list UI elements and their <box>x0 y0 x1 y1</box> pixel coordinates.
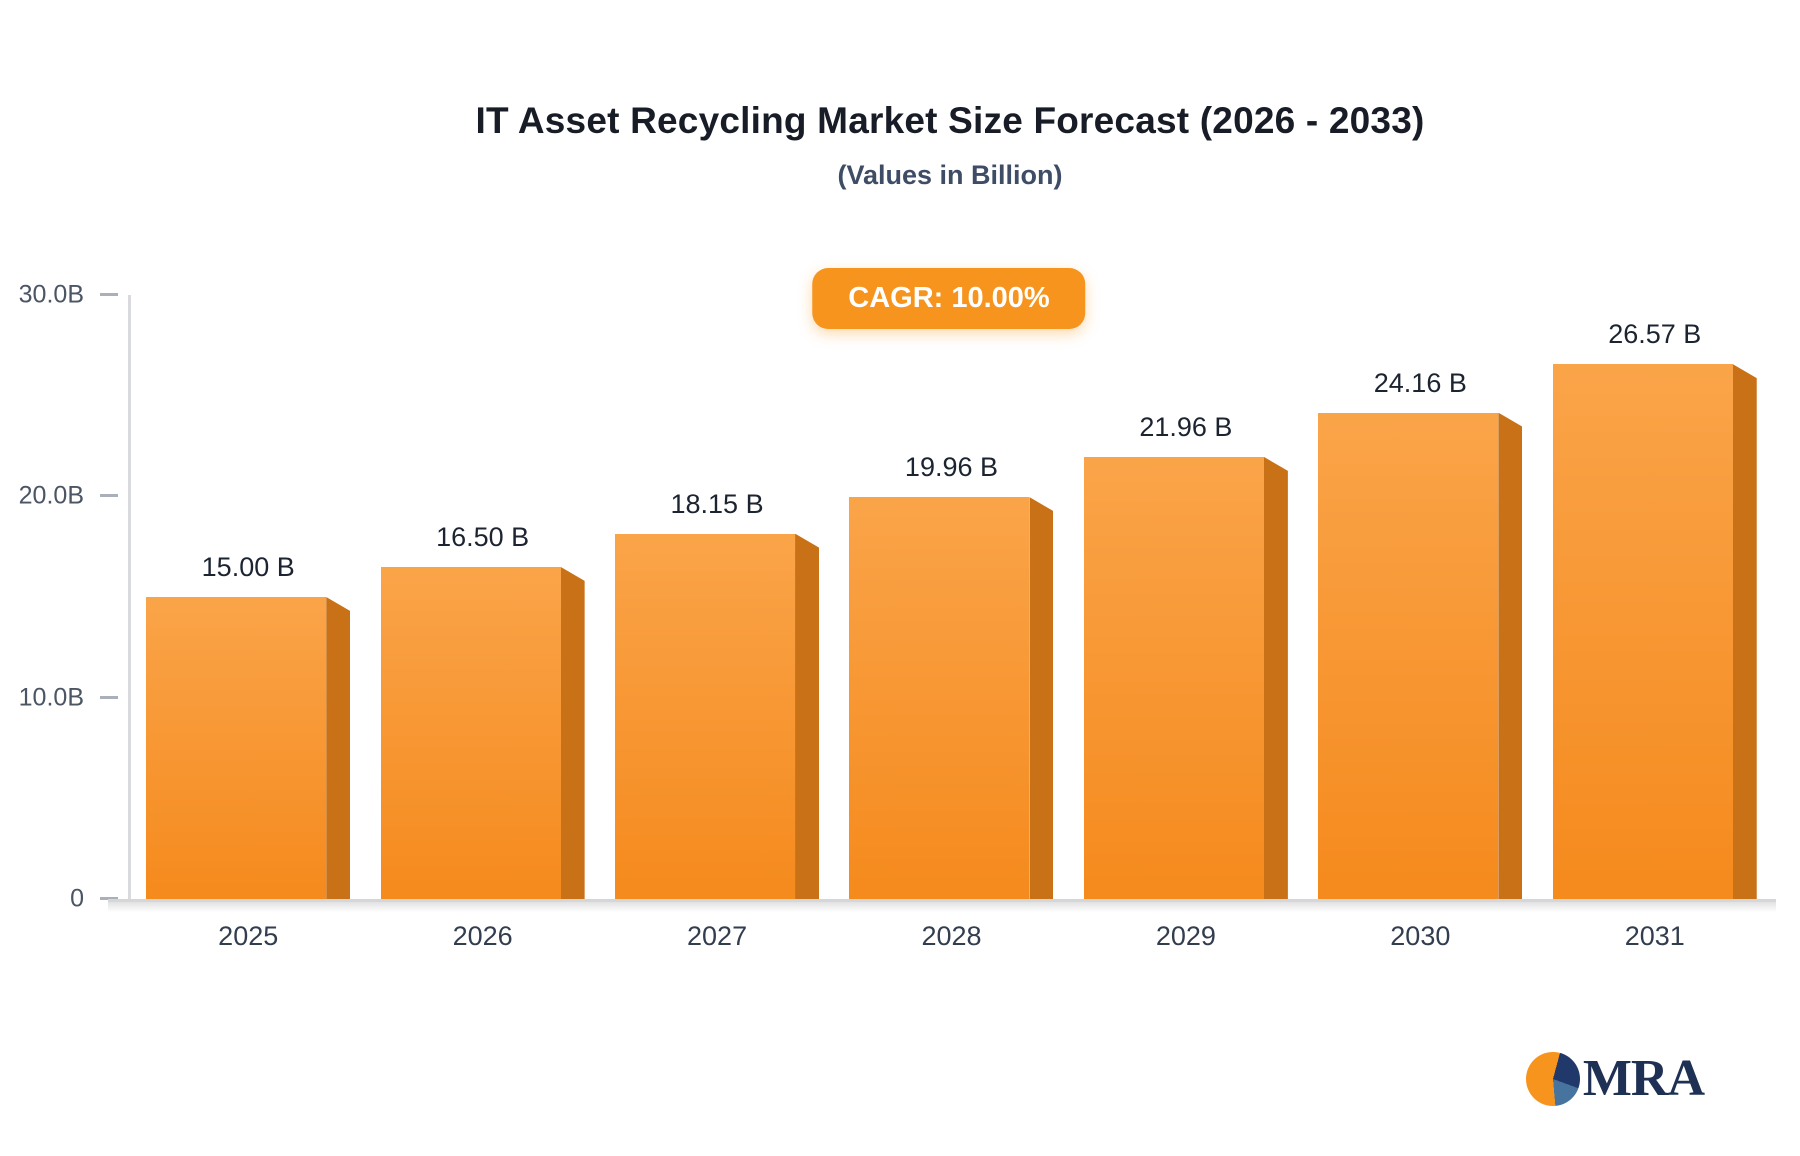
bar-side-face <box>1029 497 1054 899</box>
bar-value-label: 15.00 B <box>201 552 295 582</box>
mra-logo-text: MRA <box>1582 1050 1705 1107</box>
y-tick-label: 0 <box>70 884 84 913</box>
y-tick-label: 30.0B <box>18 280 84 309</box>
bar-side-face <box>1498 412 1523 899</box>
bar-value-label: 16.50 B <box>436 521 530 552</box>
bars-container: 15.00 B 16.50 B 18.15 B 19.96 B 21.96 B 24.16… <box>131 295 1772 899</box>
bar-slot: 18.15 B <box>600 295 834 899</box>
x-tick-label: 2027 <box>687 921 748 951</box>
bar: 24.16 B <box>1318 368 1523 899</box>
mra-logo: MRA <box>1525 1050 1705 1107</box>
x-tick-label: 2026 <box>452 921 513 951</box>
mra-logo-pie-icon <box>1525 1052 1580 1106</box>
y-tick-mark <box>100 293 118 296</box>
chart-subtitle: (Values in Billion) <box>837 160 1063 190</box>
bar-front-face <box>1083 456 1264 899</box>
bar-slot: 24.16 B <box>1303 295 1537 899</box>
y-tick-mark <box>100 897 118 900</box>
bar-slot: 21.96 B <box>1069 295 1303 899</box>
bar: 26.57 B <box>1552 319 1757 899</box>
bar-front-face <box>146 597 327 899</box>
bar-slot: 15.00 B <box>131 295 365 899</box>
bar-side-face <box>1263 456 1288 899</box>
cagr-badge: CAGR: 10.00% <box>812 268 1086 329</box>
bar-slot: 16.50 B <box>365 295 599 899</box>
chart-header: IT Asset Recycling Market Size Forecast … <box>130 100 1770 191</box>
bar-value-label: 18.15 B <box>670 488 764 519</box>
bar-side-face <box>1732 364 1757 899</box>
chart-title: IT Asset Recycling Market Size Forecast … <box>475 100 1425 141</box>
bar-front-face <box>380 566 561 899</box>
bar-slot: 19.96 B <box>834 295 1068 899</box>
bar-front-face <box>1318 412 1499 899</box>
y-tick-label: 10.0B <box>18 683 84 712</box>
bar: 16.50 B <box>380 522 585 899</box>
bar: 18.15 B <box>615 489 820 899</box>
plot-area: 0 10.0B 20.0B 30.0B 15.00 B 16.50 B 18.15 B 19… <box>19 281 1776 951</box>
x-tick-label: 2028 <box>921 921 982 951</box>
y-tick-mark <box>100 494 118 498</box>
bar-front-face <box>1552 364 1733 899</box>
bar-side-face <box>795 533 820 899</box>
bar: 15.00 B <box>146 552 351 899</box>
y-tick-mark <box>100 695 118 699</box>
x-tick-label: 2030 <box>1390 921 1451 951</box>
x-tick-label: 2031 <box>1624 921 1685 951</box>
bar-slot: 26.57 B <box>1538 295 1772 899</box>
bar-front-face <box>849 497 1030 899</box>
bar-value-label: 19.96 B <box>904 452 999 483</box>
bar-side-face <box>326 597 351 899</box>
bar-front-face <box>615 533 796 899</box>
bar: 21.96 B <box>1083 412 1288 899</box>
bar: 19.96 B <box>849 452 1054 899</box>
bar-side-face <box>560 566 585 899</box>
bar-value-label: 26.57 B <box>1608 319 1702 350</box>
y-axis-line <box>128 295 131 899</box>
x-axis-labels: 2025 2026 2027 2028 2029 2030 2031 <box>131 921 1772 952</box>
x-tick-label: 2025 <box>218 921 279 951</box>
x-tick-label: 2029 <box>1155 921 1216 951</box>
x-axis-line <box>108 899 1776 912</box>
bar-value-label: 21.96 B <box>1139 411 1233 442</box>
bar-value-label: 24.16 B <box>1373 367 1467 398</box>
y-tick-label: 20.0B <box>18 481 84 510</box>
